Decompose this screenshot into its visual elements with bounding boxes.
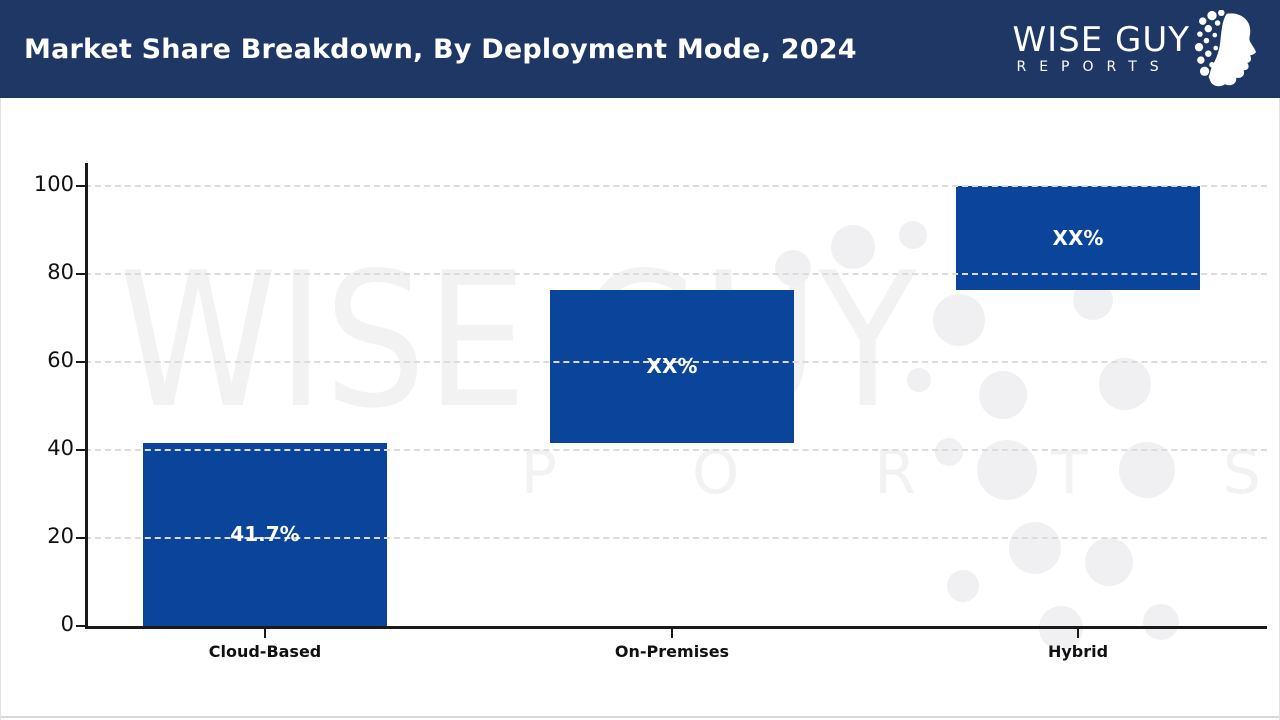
brand-logo: WISE GUY REPORTS (1012, 10, 1256, 88)
y-axis-tick-label: 20 (47, 524, 74, 548)
y-axis-tick-label: 40 (47, 436, 74, 460)
logo-face-icon (1194, 10, 1256, 87)
y-tick-mark (76, 185, 85, 187)
bar-value-label: XX% (646, 354, 698, 379)
y-tick-mark (76, 625, 85, 627)
gridline-y80 (85, 273, 1267, 275)
gridline-y20 (85, 537, 1267, 539)
logo-subtext: REPORTS (1016, 59, 1172, 76)
chart-area: WISE GUY R E P O R T S 41.7% XX% XX% 0 20 40 6… (0, 98, 1280, 720)
bar-value-label: 41.7% (230, 522, 300, 547)
brand-logo-text: WISE GUY REPORTS (1012, 19, 1190, 76)
y-axis-tick-label: 100 (33, 172, 74, 196)
y-tick-mark (76, 449, 85, 451)
gridline-y40 (85, 449, 1267, 451)
y-axis-tick-label: 60 (47, 348, 74, 372)
x-tick-mark (671, 629, 673, 638)
bar-value-label: XX% (1052, 225, 1104, 250)
x-axis-category-label: Cloud-Based (208, 642, 322, 661)
bar-on-premises (550, 289, 794, 443)
header-bar: Market Share Breakdown, By Deployment Mo… (0, 0, 1280, 98)
y-tick-mark (76, 537, 85, 539)
bottom-border-line (1, 716, 1279, 718)
y-tick-mark (76, 273, 85, 275)
logo-wordmark: WISE GUY (1012, 19, 1190, 60)
x-tick-mark (1077, 629, 1079, 638)
x-axis-category-label: On-Premises (614, 642, 730, 661)
y-axis-tick-label: 0 (60, 612, 74, 636)
gridline-y100 (85, 185, 1267, 187)
gridline-y60 (85, 361, 1267, 363)
bar-cloud-based (143, 442, 387, 626)
plot: 41.7% XX% XX% 0 20 40 60 80 100 Cloud-Based On-Pre… (1, 98, 1279, 720)
bar-hybrid (956, 186, 1200, 290)
x-axis-line (85, 626, 1267, 629)
x-axis-category-label: Hybrid (1047, 642, 1109, 661)
y-axis-tick-label: 80 (47, 260, 74, 284)
y-tick-mark (76, 361, 85, 363)
y-axis-line (85, 163, 88, 629)
chart-title: Market Share Breakdown, By Deployment Mo… (24, 33, 857, 65)
x-tick-mark (264, 629, 266, 638)
